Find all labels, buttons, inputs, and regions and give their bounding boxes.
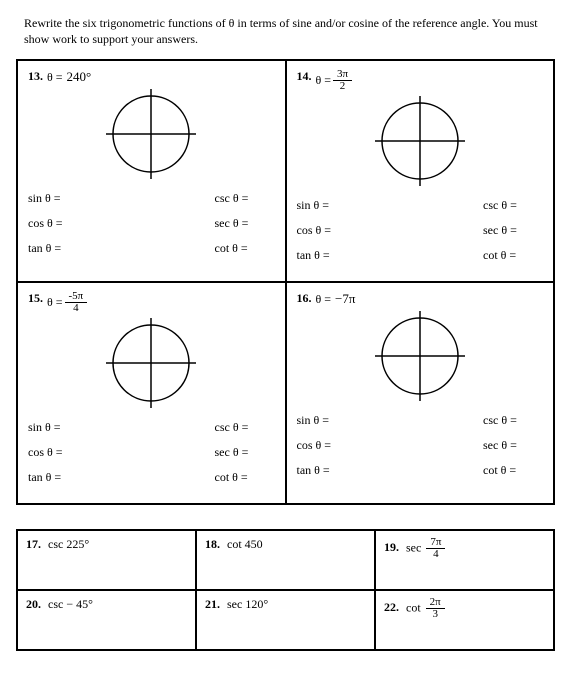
problem-number: 22. xyxy=(384,600,399,614)
unit-circle-wrap xyxy=(28,89,275,179)
problem-20: 20. csc − 45° xyxy=(17,590,196,650)
problem-angle: θ = −7π xyxy=(316,291,356,307)
problem-number: 15. xyxy=(28,291,43,306)
problem-number: 17. xyxy=(26,537,41,551)
unit-circle-icon xyxy=(375,96,465,186)
problem-15-header: 15. θ = -5π 4 xyxy=(28,291,275,314)
tan-label: tan θ = xyxy=(28,470,88,485)
theta-fraction: 3π 2 xyxy=(333,69,352,92)
theta-prefix: θ = xyxy=(316,292,332,307)
frac-den: 4 xyxy=(429,549,443,560)
sec-label: sec θ = xyxy=(483,438,543,453)
problem-fraction: 2π 3 xyxy=(426,597,445,620)
unit-circle-icon xyxy=(375,311,465,401)
theta-prefix: θ = xyxy=(47,70,63,85)
sin-label: sin θ = xyxy=(28,191,88,206)
problem-13: 13. θ = 240° sin θ = csc θ = cos θ = sec… xyxy=(17,60,286,282)
cos-label: cos θ = xyxy=(297,438,357,453)
trig-row: sin θ = csc θ = xyxy=(297,413,544,428)
theta-prefix: θ = xyxy=(47,295,63,310)
csc-label: csc θ = xyxy=(483,198,543,213)
trig-row: sin θ = csc θ = xyxy=(28,420,275,435)
unit-circle-wrap xyxy=(28,318,275,408)
tan-label: tan θ = xyxy=(297,248,357,263)
problem-21: 21. sec 120° xyxy=(196,590,375,650)
trig-row: tan θ = cot θ = xyxy=(297,463,544,478)
problem-number: 21. xyxy=(205,597,220,611)
sin-label: sin θ = xyxy=(297,413,357,428)
problem-16-header: 16. θ = −7π xyxy=(297,291,544,307)
tan-label: tan θ = xyxy=(28,241,88,256)
problem-14: 14. θ = 3π 2 sin θ = csc θ = cos θ = sec… xyxy=(286,60,555,282)
csc-label: csc θ = xyxy=(215,420,275,435)
theta-fraction: -5π 4 xyxy=(65,291,88,314)
frac-den: 2 xyxy=(336,81,350,92)
cos-label: cos θ = xyxy=(28,216,88,231)
bottom-table: 17. csc 225° 18. cot 450 19. sec 7π 4 20… xyxy=(16,529,555,651)
problem-fraction: 7π 4 xyxy=(426,537,445,560)
sec-label: sec θ = xyxy=(215,445,275,460)
sin-label: sin θ = xyxy=(297,198,357,213)
cot-label: cot θ = xyxy=(483,248,543,263)
cot-label: cot θ = xyxy=(215,241,275,256)
problem-label-pre: sec xyxy=(406,540,421,554)
problem-13-header: 13. θ = 240° xyxy=(28,69,275,85)
problem-number: 20. xyxy=(26,597,41,611)
instructions-text: Rewrite the six trigonometric functions … xyxy=(16,16,555,47)
trig-row: sin θ = csc θ = xyxy=(297,198,544,213)
trig-row: cos θ = sec θ = xyxy=(28,216,275,231)
problem-angle: θ = 3π 2 xyxy=(316,69,353,92)
sec-label: sec θ = xyxy=(483,223,543,238)
problem-angle: θ = -5π 4 xyxy=(47,291,87,314)
problem-22: 22. cot 2π 3 xyxy=(375,590,554,650)
unit-circle-wrap xyxy=(297,96,544,186)
problem-15: 15. θ = -5π 4 sin θ = csc θ = cos θ = se… xyxy=(17,282,286,504)
problem-number: 14. xyxy=(297,69,312,84)
problem-18: 18. cot 450 xyxy=(196,530,375,590)
trig-row: tan θ = cot θ = xyxy=(28,241,275,256)
theta-value: 240° xyxy=(67,69,92,85)
trig-row: tan θ = cot θ = xyxy=(28,470,275,485)
frac-den: 4 xyxy=(69,303,83,314)
problem-label: sec 120° xyxy=(227,597,268,611)
trig-row: sin θ = csc θ = xyxy=(28,191,275,206)
cos-label: cos θ = xyxy=(28,445,88,460)
problem-17: 17. csc 225° xyxy=(17,530,196,590)
theta-value: −7π xyxy=(335,291,355,307)
frac-den: 3 xyxy=(428,609,442,620)
cot-label: cot θ = xyxy=(483,463,543,478)
problem-label: cot 450 xyxy=(227,537,263,551)
problem-angle: θ = 240° xyxy=(47,69,91,85)
problem-19: 19. sec 7π 4 xyxy=(375,530,554,590)
unit-circle-wrap xyxy=(297,311,544,401)
problem-number: 18. xyxy=(205,537,220,551)
trig-row: cos θ = sec θ = xyxy=(297,438,544,453)
tan-label: tan θ = xyxy=(297,463,357,478)
trig-row: cos θ = sec θ = xyxy=(297,223,544,238)
problem-label-pre: cot xyxy=(406,600,421,614)
cot-label: cot θ = xyxy=(215,470,275,485)
problem-label: csc 225° xyxy=(48,537,89,551)
problem-number: 19. xyxy=(384,540,399,554)
problem-number: 13. xyxy=(28,69,43,84)
sec-label: sec θ = xyxy=(215,216,275,231)
unit-circle-icon xyxy=(106,89,196,179)
sin-label: sin θ = xyxy=(28,420,88,435)
cos-label: cos θ = xyxy=(297,223,357,238)
problem-number: 16. xyxy=(297,291,312,306)
csc-label: csc θ = xyxy=(483,413,543,428)
unit-circle-icon xyxy=(106,318,196,408)
trig-row: cos θ = sec θ = xyxy=(28,445,275,460)
main-problem-grid: 13. θ = 240° sin θ = csc θ = cos θ = sec… xyxy=(16,59,555,505)
theta-prefix: θ = xyxy=(316,73,332,88)
csc-label: csc θ = xyxy=(215,191,275,206)
problem-16: 16. θ = −7π sin θ = csc θ = cos θ = sec … xyxy=(286,282,555,504)
trig-row: tan θ = cot θ = xyxy=(297,248,544,263)
problem-label: csc − 45° xyxy=(48,597,93,611)
problem-14-header: 14. θ = 3π 2 xyxy=(297,69,544,92)
